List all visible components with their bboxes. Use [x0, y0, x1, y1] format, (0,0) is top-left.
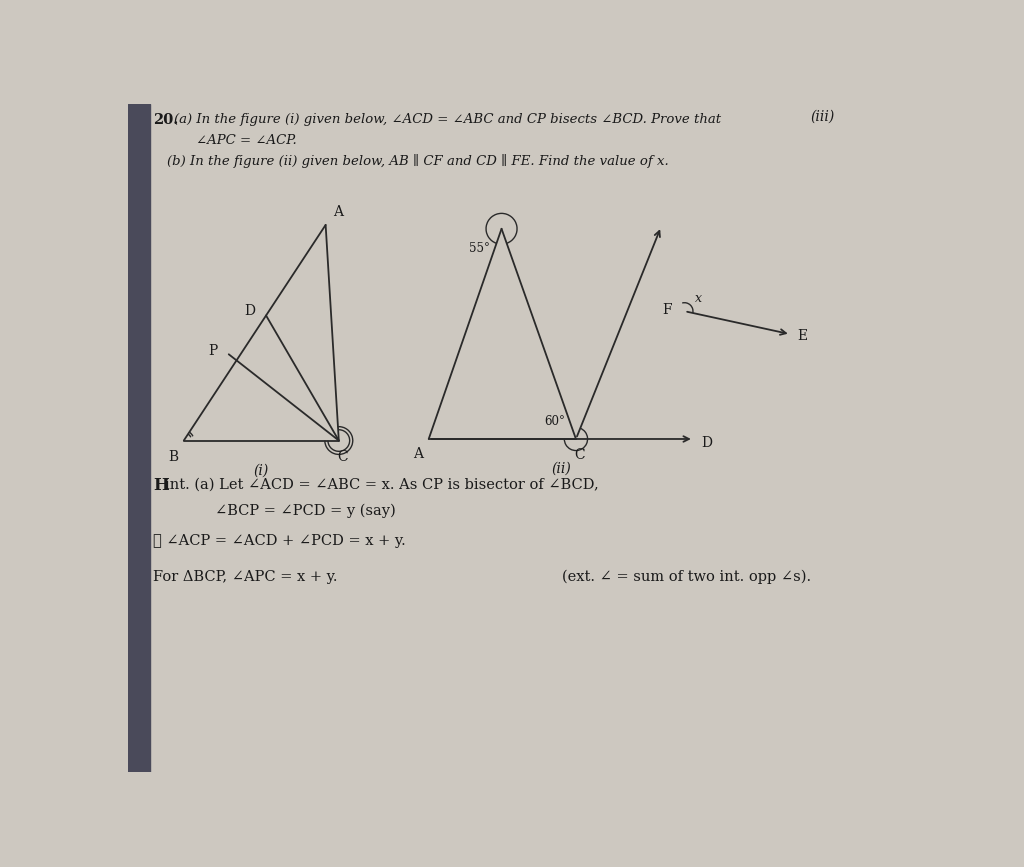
Text: ∠BCP = ∠PCD = y (say): ∠BCP = ∠PCD = y (say) [215, 504, 395, 518]
Text: C: C [574, 448, 585, 462]
Text: A: A [334, 205, 343, 218]
Text: D: D [244, 303, 255, 318]
Text: A: A [413, 447, 423, 460]
Text: F: F [663, 303, 672, 316]
Text: ∴ ∠ACP = ∠ACD + ∠PCD = x + y.: ∴ ∠ACP = ∠ACD + ∠PCD = x + y. [153, 534, 406, 549]
Text: 60°: 60° [544, 415, 564, 428]
Text: E: E [797, 329, 807, 342]
Text: (iii): (iii) [810, 109, 835, 123]
Text: For ΔBCP, ∠APC = x + y.: For ΔBCP, ∠APC = x + y. [153, 570, 337, 583]
Text: (i): (i) [254, 464, 269, 478]
Text: B: B [168, 450, 178, 464]
Text: (ii): (ii) [551, 462, 571, 476]
Text: (b) In the figure (ii) given below, AB ∥ CF and CD ∥ FE. Find the value of x.: (b) In the figure (ii) given below, AB ∥… [167, 154, 669, 168]
Text: ∠APC = ∠ACP.: ∠APC = ∠ACP. [197, 134, 297, 147]
Text: 20.: 20. [153, 114, 178, 127]
Text: x: x [695, 292, 701, 305]
Bar [128, 104, 150, 772]
Text: (ext. ∠ = sum of two int. opp ∠s).: (ext. ∠ = sum of two int. opp ∠s). [562, 570, 811, 584]
Text: (a) In the figure (i) given below, ∠ACD = ∠ABC and CP bisects ∠BCD. Prove that: (a) In the figure (i) given below, ∠ACD … [174, 114, 722, 127]
Text: 55°: 55° [469, 242, 490, 255]
Text: int. (a) Let ∠ACD = ∠ABC = x. As CP is bisector of ∠BCD,: int. (a) Let ∠ACD = ∠ABC = x. As CP is b… [165, 478, 599, 492]
Text: H: H [153, 478, 169, 494]
Text: P: P [209, 344, 218, 358]
Text: D: D [701, 436, 713, 450]
Text: C: C [337, 450, 348, 464]
